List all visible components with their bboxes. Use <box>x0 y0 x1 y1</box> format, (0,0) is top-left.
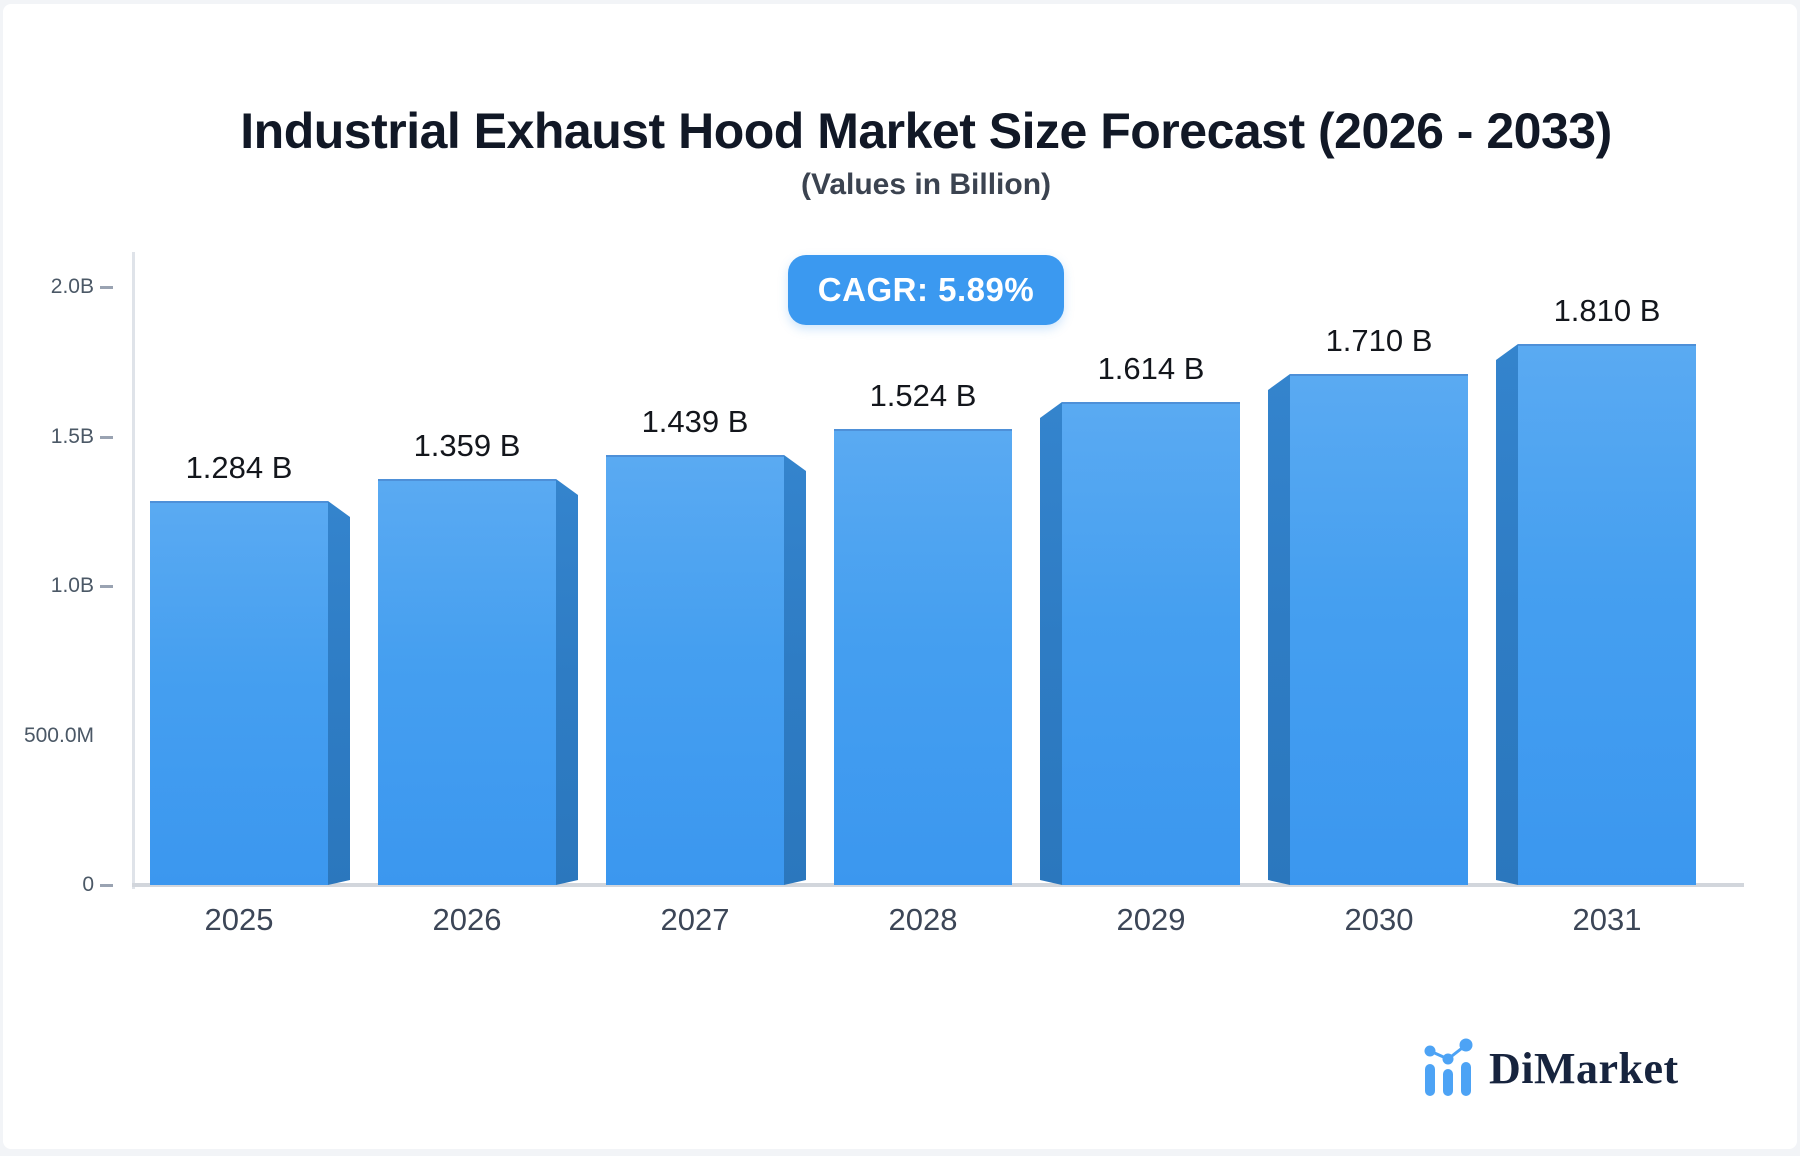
bar-side-3d <box>1268 374 1290 885</box>
cagr-badge: CAGR: 5.89% <box>788 255 1064 325</box>
bar-value-label: 1.284 B <box>185 450 293 485</box>
bar-side-3d <box>328 501 350 885</box>
y-tick-label: 2.0B <box>50 275 94 298</box>
x-tick-label: 2025 <box>204 902 274 937</box>
bar-2027[interactable] <box>606 455 784 885</box>
logo: DiMarket <box>1421 1038 1679 1098</box>
bar-value-label: 1.810 B <box>1553 293 1661 328</box>
bar-value-label: 1.439 B <box>641 404 749 439</box>
bar-chart-logo-icon <box>1424 1038 1473 1096</box>
bar-2029[interactable] <box>1062 402 1240 885</box>
chart-subtitle: (Values in Billion) <box>800 168 1052 201</box>
y-tick-dash <box>100 585 113 588</box>
bar-2025[interactable] <box>150 501 328 885</box>
bar-2031[interactable] <box>1518 344 1696 885</box>
bar-value-label: 1.359 B <box>413 428 521 463</box>
x-tick-label: 2030 <box>1344 902 1414 937</box>
x-axis-baseline <box>132 883 1744 887</box>
bar-value-label: 1.710 B <box>1325 323 1433 358</box>
bar-value-label: 1.524 B <box>869 378 977 413</box>
y-tick-label: 0 <box>82 873 94 896</box>
x-tick-label: 2031 <box>1572 902 1642 937</box>
bar-2028[interactable] <box>834 429 1012 885</box>
bar-side-3d <box>556 479 578 885</box>
bar-side-3d <box>784 455 806 885</box>
y-tick-dash <box>100 435 113 439</box>
chart-title: Industrial Exhaust Hood Market Size Fore… <box>240 103 1612 159</box>
x-tick-label: 2029 <box>1116 902 1186 937</box>
y-tick-label: 1.0B <box>50 574 94 597</box>
bar-2026[interactable] <box>378 479 556 885</box>
y-axis-line <box>132 252 135 889</box>
bar-side-3d <box>1040 402 1062 885</box>
y-tick-dash <box>100 286 113 289</box>
y-tick-label: 1.5B <box>50 424 94 448</box>
x-tick-label: 2027 <box>660 902 730 937</box>
y-tick-label: 500.0M <box>23 723 94 747</box>
cagr-badge-label: CAGR: 5.89% <box>817 271 1035 308</box>
bar-side-3d <box>1496 344 1518 885</box>
x-tick-label: 2028 <box>888 902 958 937</box>
bar-2030[interactable] <box>1290 374 1468 885</box>
bar-value-label: 1.614 B <box>1097 351 1205 386</box>
y-tick-dash <box>100 884 113 887</box>
logo-text: DiMarket <box>1489 1043 1679 1093</box>
x-tick-label: 2026 <box>432 902 502 937</box>
